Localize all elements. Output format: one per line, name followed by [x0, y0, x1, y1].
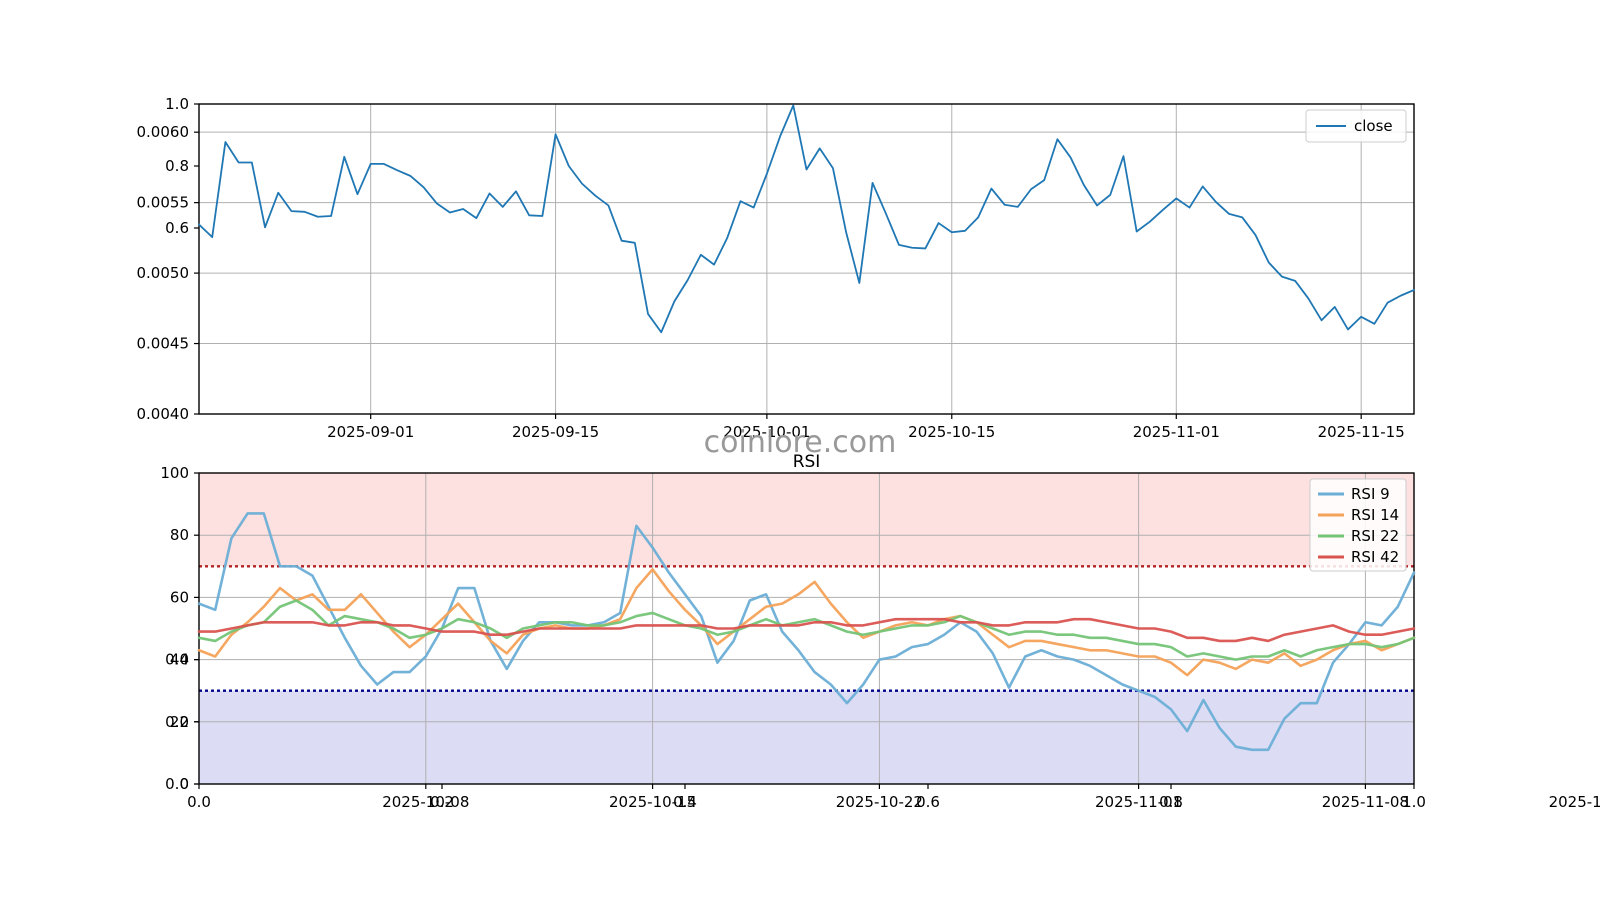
rsi-series-rsi-42 — [197, 617, 1416, 643]
rsi-y-tick-label: 40 — [170, 651, 189, 669]
rsi-x-tick-label: 2025-10-15 — [609, 793, 696, 811]
price-secondary-y-tick-label: 0.6 — [165, 219, 189, 237]
rsi-legend-label-rsi-42: RSI 42 — [1351, 548, 1399, 566]
rsi-x-tick-label: 2025-11-15 — [1549, 793, 1600, 811]
rsi-secondary-x-tick-label: 0.4 — [673, 793, 697, 811]
price-legend: close — [1305, 109, 1407, 143]
rsi-secondary-y-tick-label: 0.4 — [165, 651, 189, 669]
price-x-tick-label: 2025-09-01 — [327, 423, 414, 441]
rsi-x-tick-label: 2025-10-08 — [382, 793, 469, 811]
rsi-x-tick-label: 2025-10-22 — [836, 793, 923, 811]
rsi-secondary-x-tick-label: 0.6 — [916, 793, 940, 811]
rsi-y-tick-label: 20 — [170, 713, 189, 731]
rsi-legend-label-rsi-9: RSI 9 — [1351, 485, 1390, 503]
rsi-legend-box — [1309, 478, 1407, 572]
watermark: coinlore.com — [704, 425, 897, 460]
rsi-legend-label-rsi-22: RSI 22 — [1351, 527, 1399, 545]
price-legend-label-close: close — [1354, 117, 1393, 135]
rsi-secondary-y-tick-label: 0.0 — [165, 775, 189, 793]
price-y-tick-label: 0.0040 — [137, 405, 190, 423]
rsi-overbought-band — [199, 473, 1414, 567]
rsi-x-tick-label: 2025-11-08 — [1322, 793, 1409, 811]
rsi-legend-label-rsi-14: RSI 14 — [1351, 506, 1399, 524]
price-y-tick-label: 0.0060 — [137, 123, 190, 141]
rsi-secondary-y-tick-label: 0.2 — [165, 713, 189, 731]
price-secondary-y-tick-label: 1.0 — [165, 95, 189, 113]
rsi-plot-title: RSI — [793, 452, 821, 472]
rsi-series-rsi-14 — [197, 568, 1416, 677]
rsi-y-tick-label: 60 — [170, 588, 189, 606]
price-x-tick-label: 2025-09-15 — [512, 423, 599, 441]
rsi-panel: 0 20 40 60 80 100 2025-10-08 2025-10-15 2025-10-… — [160, 464, 1600, 811]
price-legend-box — [1305, 109, 1407, 143]
rsi-secondary-x-tick-label: 0.8 — [1159, 793, 1183, 811]
rsi-secondary-x-tick-label: 0.2 — [430, 793, 454, 811]
rsi-secondary-x-tick-label: 0.0 — [187, 793, 211, 811]
rsi-y-tick-label: 80 — [170, 526, 189, 544]
rsi-x-tick-label: 2025-11-01 — [1095, 793, 1182, 811]
price-x-tick-label: 2025-11-15 — [1318, 423, 1405, 441]
price-x-tick-label: 2025-10-15 — [908, 423, 995, 441]
rsi-y-tick-label: 100 — [160, 464, 189, 482]
price-plot-background — [199, 104, 1414, 414]
rsi-y-tick-label: 0 — [179, 775, 189, 793]
rsi-oversold-band — [199, 690, 1414, 784]
price-y-tick-label: 0.0045 — [137, 335, 190, 353]
price-y-tick-label: 0.0055 — [137, 194, 190, 212]
rsi-series-rsi-22 — [197, 599, 1416, 661]
price-panel: 0.0040 0.0045 0.0050 0.0055 0.0060 2025-09-01… — [137, 95, 1415, 441]
price-x-tick-label: 2025-11-01 — [1133, 423, 1220, 441]
price-axes-spine — [198, 103, 1415, 415]
price-secondary-y-tick-label: 0.8 — [165, 157, 189, 175]
rsi-series-rsi-9 — [197, 512, 1416, 752]
price-series-close — [198, 104, 1415, 334]
rsi-legend: RSI 9 RSI 14 RSI 22 RSI 42 — [1309, 478, 1407, 572]
price-x-tick-label: 2025-10-01 — [723, 423, 810, 441]
rsi-secondary-x-tick-label: 1.0 — [1402, 793, 1426, 811]
price-y-tick-label: 0.0050 — [137, 264, 190, 282]
